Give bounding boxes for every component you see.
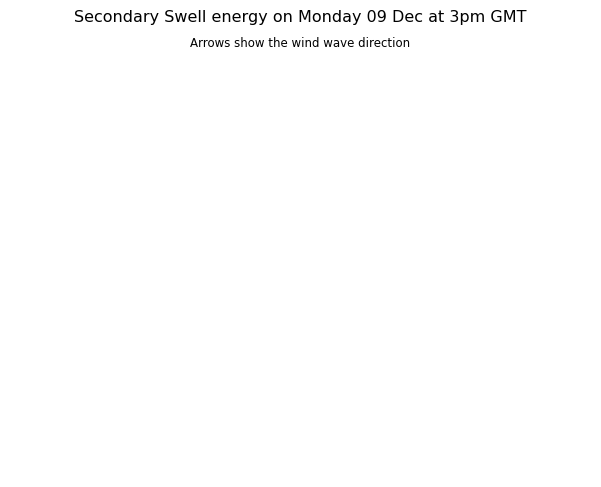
Text: Secondary Swell energy on Monday 09 Dec at 3pm GMT: Secondary Swell energy on Monday 09 Dec … bbox=[75, 10, 526, 25]
Text: Arrows show the wind wave direction: Arrows show the wind wave direction bbox=[191, 37, 410, 50]
